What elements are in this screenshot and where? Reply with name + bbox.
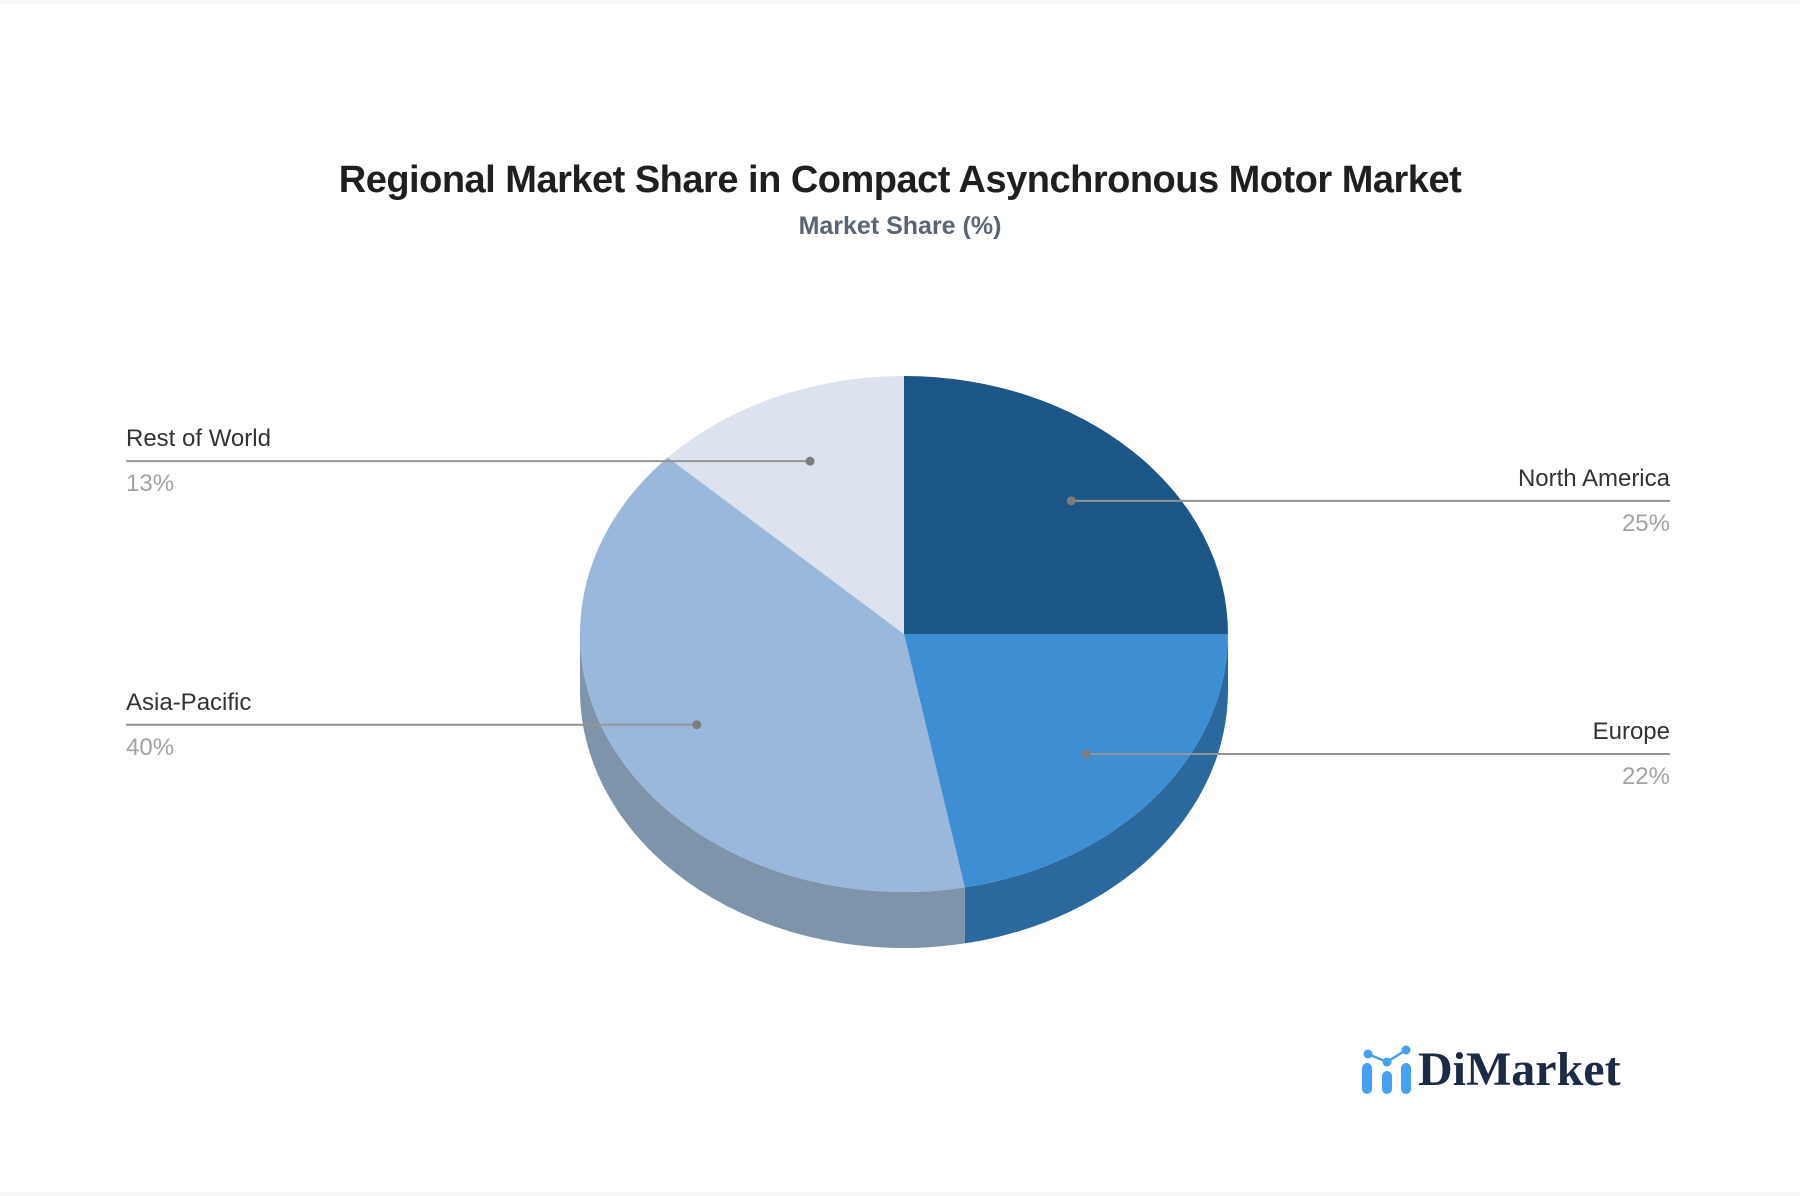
slice-label-name-rest-of-world: Rest of World (126, 425, 271, 452)
pie-slice-europe (904, 634, 1228, 888)
slice-label-value-north-america: 25% (1621, 510, 1670, 537)
slice-label-value-asia-pacific: 40% (126, 734, 175, 761)
pie-slice-side-asia-pacific (580, 634, 965, 948)
leader-dot-north-america (1066, 496, 1076, 506)
pie-slice-side-europe (964, 634, 1228, 944)
leader-dot-asia-pacific (692, 720, 702, 730)
pie-slice-north-america (904, 376, 1228, 634)
slice-label-name-europe: Europe (1592, 718, 1670, 745)
chart-title: Regional Market Share in Compact Asynchr… (338, 159, 1462, 202)
top-edge-strip (0, 0, 1800, 4)
slice-label-name-north-america: North America (1517, 465, 1670, 492)
slice-label-value-europe: 22% (1621, 763, 1670, 790)
brand-name: DiMarket (1418, 1043, 1621, 1096)
slice-label-value-rest-of-world: 13% (126, 470, 175, 497)
leader-dot-europe (1081, 749, 1091, 759)
chart-subtitle: Market Share (%) (798, 211, 1002, 240)
slice-label-name-asia-pacific: Asia-Pacific (126, 689, 252, 716)
pie-slice-rest-of-world (667, 376, 904, 634)
brand-logo: DiMarket (1355, 1040, 1621, 1102)
leader-dot-rest-of-world (805, 456, 815, 466)
pie-slice-asia-pacific (579, 457, 965, 892)
bottom-edge-strip (0, 1192, 1800, 1196)
bar-chart-logo-icon (1362, 1045, 1411, 1094)
